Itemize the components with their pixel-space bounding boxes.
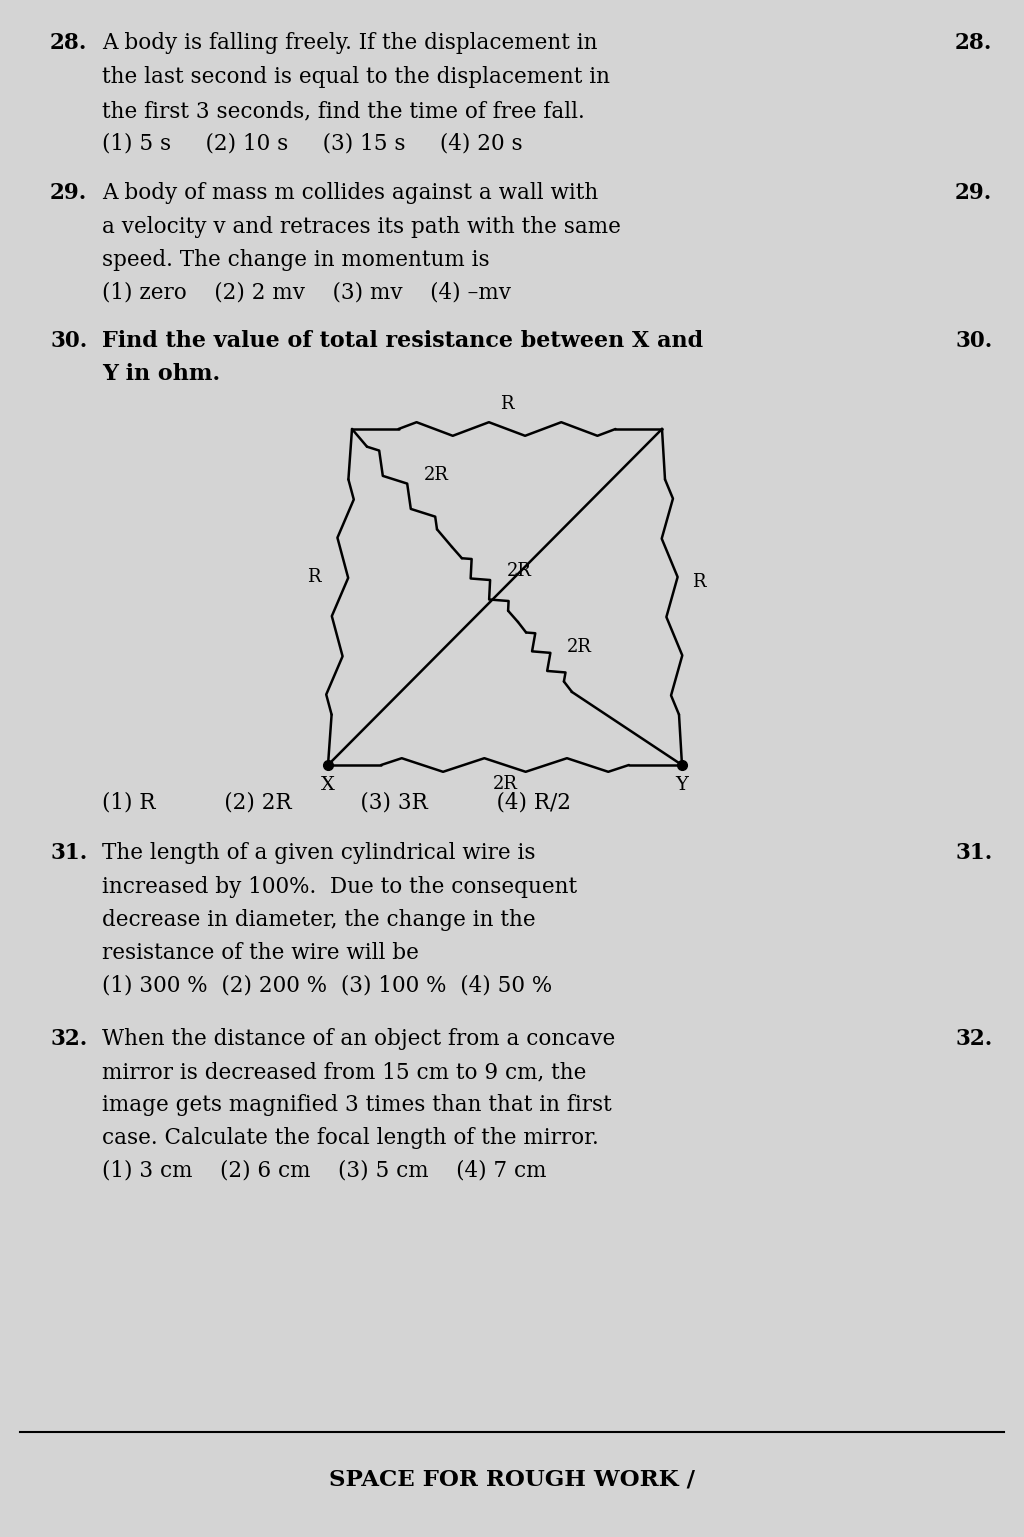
Text: R: R [307, 569, 321, 586]
Text: Find the value of total resistance between X and: Find the value of total resistance betwe… [102, 330, 703, 352]
Text: (1) R          (2) 2R          (3) 3R          (4) R/2: (1) R (2) 2R (3) 3R (4) R/2 [102, 792, 571, 815]
Text: 32.: 32. [955, 1028, 992, 1050]
Text: resistance of the wire will be: resistance of the wire will be [102, 942, 419, 964]
Text: (1) zero    (2) 2 mv    (3) mv    (4) –mv: (1) zero (2) 2 mv (3) mv (4) –mv [102, 281, 511, 304]
Text: image gets magnified 3 times than that in first: image gets magnified 3 times than that i… [102, 1094, 611, 1116]
Text: A body of mass m collides against a wall with: A body of mass m collides against a wall… [102, 181, 598, 204]
Text: 2R: 2R [567, 638, 592, 656]
Text: X: X [322, 776, 335, 795]
Text: A body is falling freely. If the displacement in: A body is falling freely. If the displac… [102, 32, 597, 54]
Text: Y: Y [676, 776, 688, 795]
Text: case. Calculate the focal length of the mirror.: case. Calculate the focal length of the … [102, 1127, 599, 1150]
Text: 28.: 28. [50, 32, 87, 54]
Text: increased by 100%.  Due to the consequent: increased by 100%. Due to the consequent [102, 876, 578, 898]
Text: a velocity v and retraces its path with the same: a velocity v and retraces its path with … [102, 217, 621, 238]
Text: 30.: 30. [955, 330, 992, 352]
Text: 29.: 29. [50, 181, 87, 204]
Text: Y in ohm.: Y in ohm. [102, 363, 220, 384]
Text: (1) 3 cm    (2) 6 cm    (3) 5 cm    (4) 7 cm: (1) 3 cm (2) 6 cm (3) 5 cm (4) 7 cm [102, 1160, 547, 1182]
Text: R: R [692, 573, 706, 592]
Text: 31.: 31. [50, 842, 87, 864]
Text: 28.: 28. [955, 32, 992, 54]
Text: 30.: 30. [50, 330, 87, 352]
Text: the first 3 seconds, find the time of free fall.: the first 3 seconds, find the time of fr… [102, 100, 585, 121]
Text: 2R: 2R [424, 466, 449, 484]
Text: 32.: 32. [50, 1028, 87, 1050]
Text: (1) 300 %  (2) 200 %  (3) 100 %  (4) 50 %: (1) 300 % (2) 200 % (3) 100 % (4) 50 % [102, 974, 552, 998]
Text: 2R: 2R [493, 775, 517, 793]
Text: The length of a given cylindrical wire is: The length of a given cylindrical wire i… [102, 842, 536, 864]
Text: mirror is decreased from 15 cm to 9 cm, the: mirror is decreased from 15 cm to 9 cm, … [102, 1061, 587, 1084]
Text: SPACE FOR ROUGH WORK /: SPACE FOR ROUGH WORK / [329, 1468, 695, 1489]
Text: 2R: 2R [507, 563, 531, 581]
Text: speed. The change in momentum is: speed. The change in momentum is [102, 249, 489, 271]
Text: 31.: 31. [955, 842, 992, 864]
Text: (1) 5 s     (2) 10 s     (3) 15 s     (4) 20 s: (1) 5 s (2) 10 s (3) 15 s (4) 20 s [102, 134, 522, 155]
Text: 29.: 29. [955, 181, 992, 204]
Text: decrease in diameter, the change in the: decrease in diameter, the change in the [102, 908, 536, 931]
Text: R: R [501, 395, 514, 413]
Text: the last second is equal to the displacement in: the last second is equal to the displace… [102, 66, 610, 88]
Text: When the distance of an object from a concave: When the distance of an object from a co… [102, 1028, 615, 1050]
